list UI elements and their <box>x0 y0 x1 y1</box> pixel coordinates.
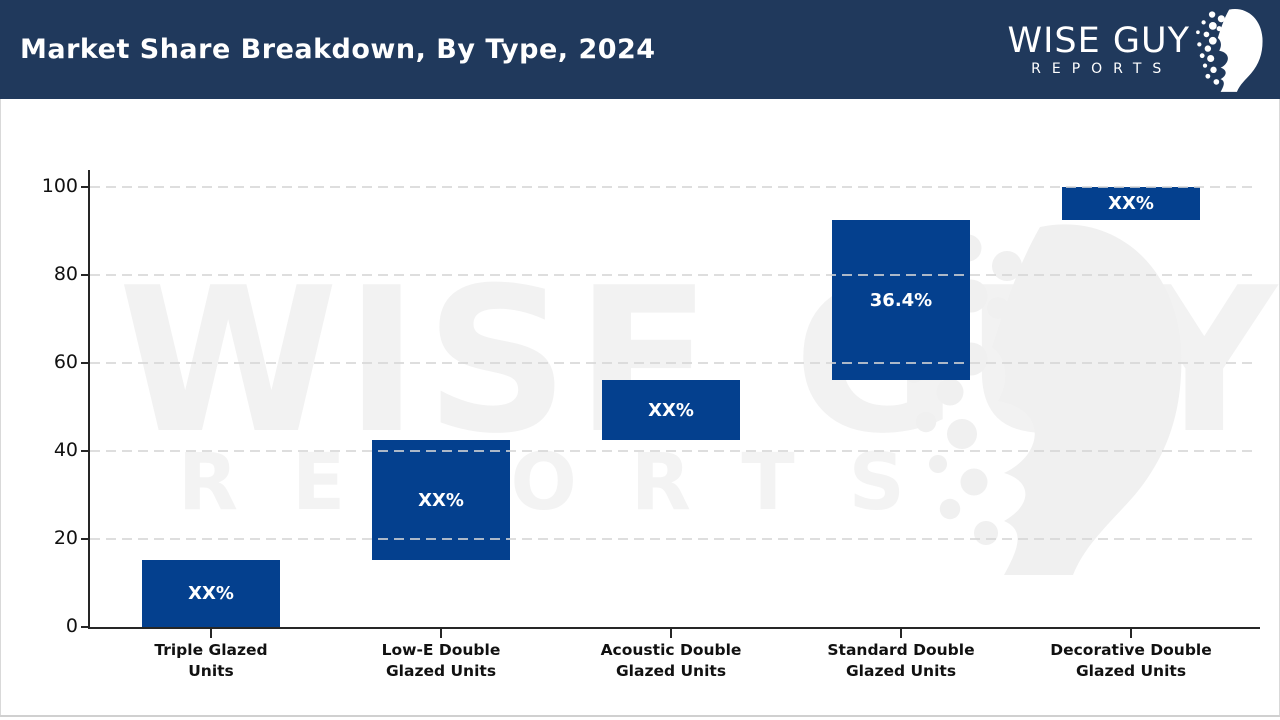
y-tick-mark <box>81 626 89 628</box>
y-tick-label: 100 <box>41 175 78 197</box>
logo-face-icon <box>1196 8 1263 92</box>
y-tick-mark <box>81 362 89 364</box>
page-left-border <box>0 99 1 716</box>
x-axis-line <box>88 627 1260 629</box>
bar-2: XX% <box>372 440 510 561</box>
y-tick-label: 80 <box>53 263 78 285</box>
y-tick-label: 60 <box>53 351 78 373</box>
y-tick-mark <box>81 274 89 276</box>
logo-text: WISE GUY REPORTS <box>1007 23 1190 77</box>
bar-value-label: XX% <box>418 489 464 511</box>
chart-title: Market Share Breakdown, By Type, 2024 <box>20 34 656 65</box>
bar-3: XX% <box>602 380 740 440</box>
gridline-80 <box>90 274 1258 276</box>
x-tick-mark <box>670 629 672 638</box>
y-tick-mark <box>81 538 89 540</box>
gridline-40 <box>90 450 1258 452</box>
bar-4: 36.4% <box>832 220 970 381</box>
gridline-20 <box>90 538 1258 540</box>
x-category-label: Low-E Double Glazed Units <box>381 641 501 680</box>
bar-value-label: XX% <box>188 583 234 605</box>
y-tick-label: 20 <box>53 527 78 549</box>
bar-value-label: XX% <box>648 399 694 421</box>
x-category-label: Decorative Double Glazed Units <box>1050 641 1212 680</box>
bar-value-label: XX% <box>1108 193 1154 214</box>
logo-sub-text: REPORTS <box>1031 60 1173 77</box>
gridline-60 <box>90 362 1258 364</box>
y-axis-line <box>88 170 90 629</box>
y-tick-label: 40 <box>53 439 78 461</box>
logo-name-text: WISE GUY <box>1007 20 1190 61</box>
wiseguy-logo: WISE GUY REPORTS <box>1007 7 1280 93</box>
y-tick-mark <box>81 186 89 188</box>
bar-5: XX% <box>1062 187 1200 220</box>
header-band: Market Share Breakdown, By Type, 2024 WI… <box>0 0 1280 99</box>
page-bottom-rule <box>0 715 1280 717</box>
y-tick-mark <box>81 450 89 452</box>
x-tick-mark <box>440 629 442 638</box>
bar-1: XX% <box>142 560 280 627</box>
x-tick-mark <box>900 629 902 638</box>
bar-value-label: 36.4% <box>869 289 933 311</box>
x-tick-mark <box>210 629 212 638</box>
x-tick-mark <box>1130 629 1132 638</box>
y-tick-label: 0 <box>65 615 78 637</box>
x-category-label: Triple Glazed Units <box>154 641 268 680</box>
gridline-100 <box>90 186 1258 188</box>
x-category-label: Standard Double Glazed Units <box>827 641 975 680</box>
x-category-label: Acoustic Double Glazed Units <box>600 641 742 680</box>
